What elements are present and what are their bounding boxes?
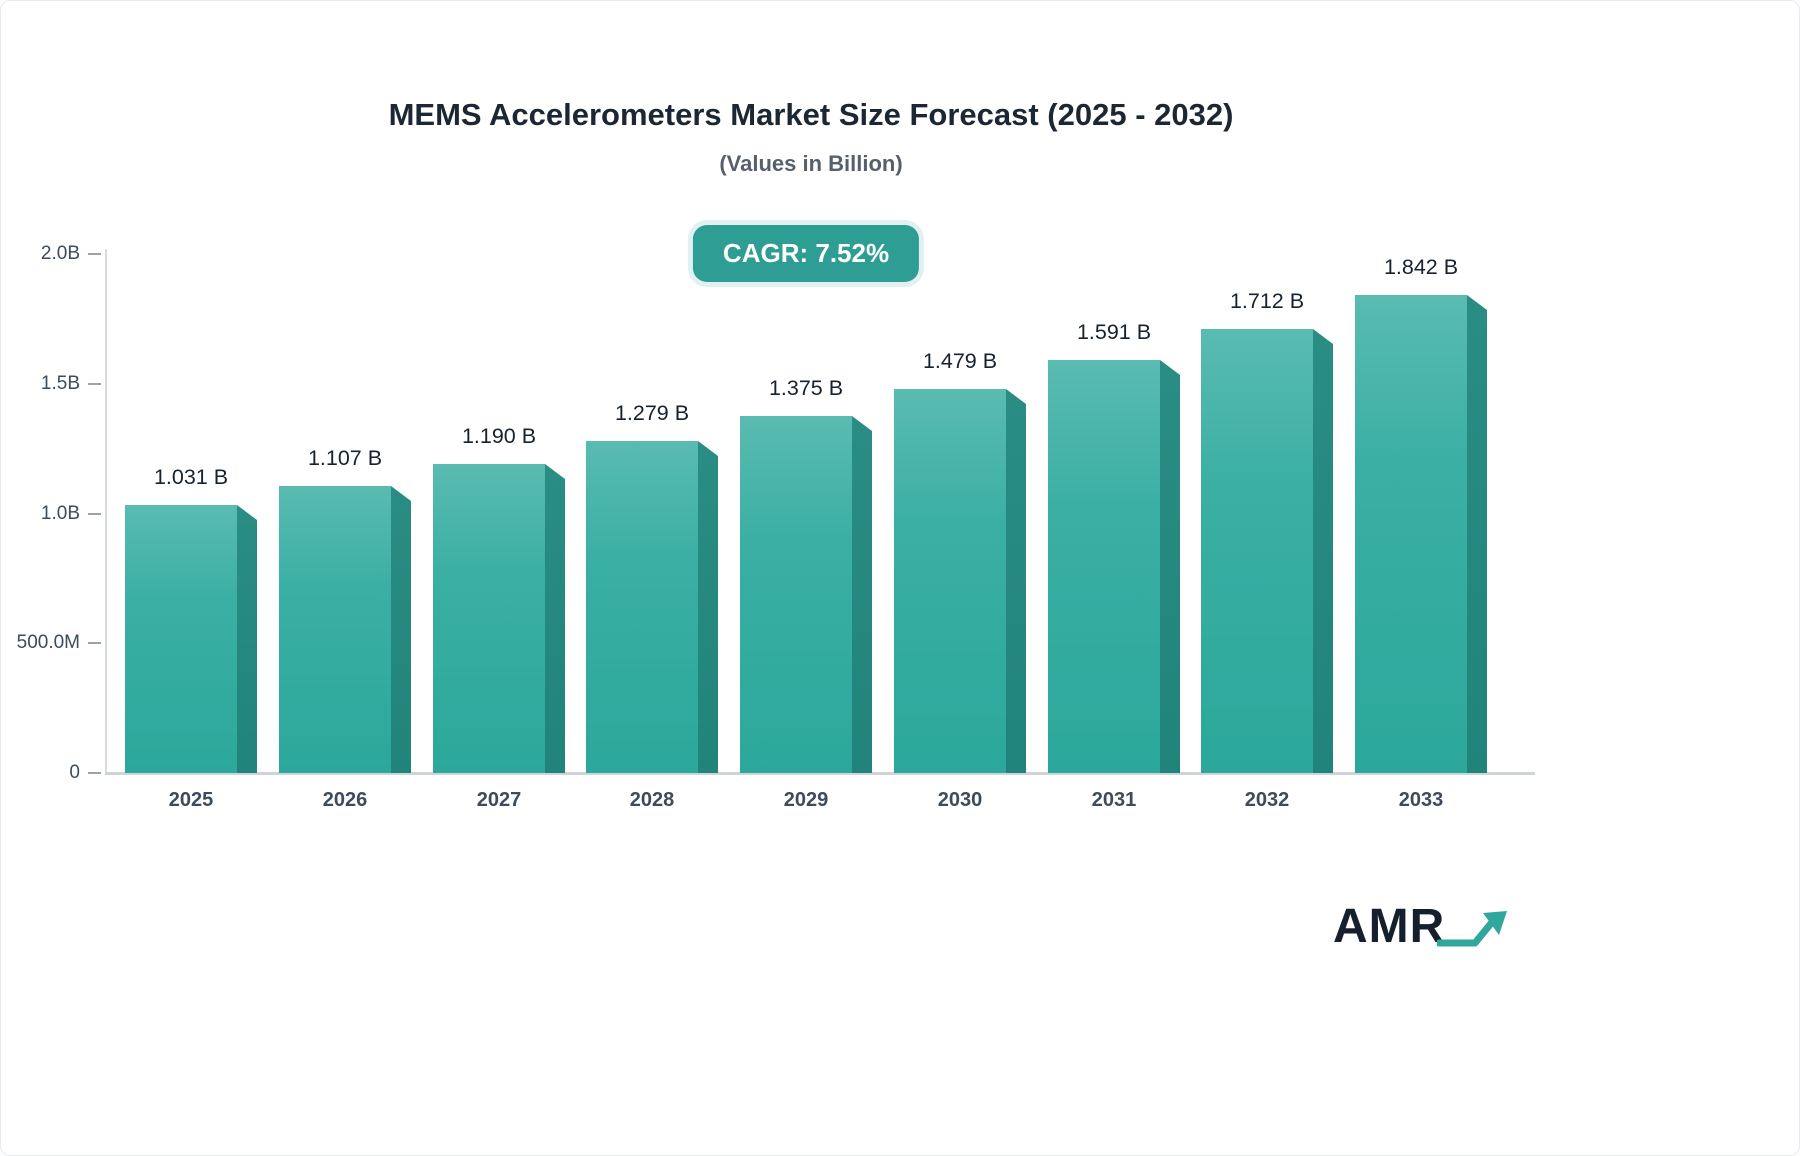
x-tick-label: 2026 (322, 789, 368, 811)
bar-side (852, 416, 872, 773)
bar-value-label: 1.107 B (307, 446, 383, 470)
y-tick-mark (88, 512, 101, 515)
x-tick-label: 2032 (1244, 789, 1290, 811)
bar-value-label: 1.712 B (1229, 289, 1305, 313)
y-axis-line (105, 249, 107, 774)
bar-face (586, 441, 698, 773)
x-tick-label: 2033 (1398, 789, 1444, 811)
bar (1048, 360, 1180, 773)
amr-logo-text: AMR (1333, 900, 1446, 953)
x-tick-label: 2029 (783, 789, 829, 811)
bar-value-label: 1.190 B (461, 424, 537, 448)
y-tick-label: 500.0M (16, 632, 80, 654)
y-tick-label: 0 (69, 762, 80, 783)
bar (740, 416, 872, 773)
bar (1355, 295, 1487, 773)
bar-face (894, 389, 1006, 773)
bar (586, 441, 718, 773)
y-tick-mark (88, 382, 101, 385)
bar (125, 505, 257, 773)
bar-face (1048, 360, 1160, 773)
bar-face (433, 464, 545, 773)
x-tick-label: 2031 (1091, 789, 1137, 811)
bar-face (279, 486, 391, 773)
bar-side (698, 441, 718, 773)
bar-value-label: 1.279 B (614, 401, 690, 425)
bar (1201, 329, 1333, 773)
bar-value-label: 1.479 B (922, 349, 998, 373)
cagr-badge: CAGR: 7.52% (692, 225, 920, 282)
bar (433, 464, 565, 773)
chart-subtitle: (Values in Billion) (719, 151, 903, 176)
bar-face (125, 505, 237, 773)
bar-face (1355, 295, 1467, 773)
bar-side (391, 486, 411, 773)
x-axis-line (105, 772, 1535, 775)
bar-side (237, 505, 257, 773)
bar-side (1160, 360, 1180, 773)
x-tick-label: 2025 (168, 789, 214, 811)
x-tick-label: 2028 (629, 789, 675, 811)
chart-title: MEMS Accelerometers Market Size Forecast… (388, 97, 1234, 132)
y-tick-label: 1.5B (40, 372, 80, 394)
y-tick-mark (88, 642, 101, 645)
bar-face (1201, 329, 1313, 773)
bar-face (740, 416, 852, 773)
bar-value-label: 1.591 B (1076, 320, 1152, 344)
y-tick-mark (88, 772, 101, 774)
bar-side (1006, 389, 1026, 773)
bar-side (1313, 329, 1333, 773)
bar-value-label: 1.031 B (153, 465, 229, 489)
y-tick-label: 1.0B (40, 502, 80, 524)
amr-logo-arrow-icon (1437, 911, 1507, 947)
bar-value-label: 1.375 B (768, 376, 844, 400)
x-tick-label: 2027 (476, 789, 522, 811)
bar-side (545, 464, 565, 773)
y-tick-mark (88, 253, 101, 255)
bar (894, 389, 1026, 773)
bar (279, 486, 411, 773)
y-tick-label: 2.0B (40, 243, 80, 264)
x-tick-label: 2030 (937, 789, 983, 811)
bar-value-label: 1.842 B (1383, 255, 1459, 279)
bar-side (1467, 295, 1487, 773)
amr-logo: AMR (1333, 899, 1507, 961)
